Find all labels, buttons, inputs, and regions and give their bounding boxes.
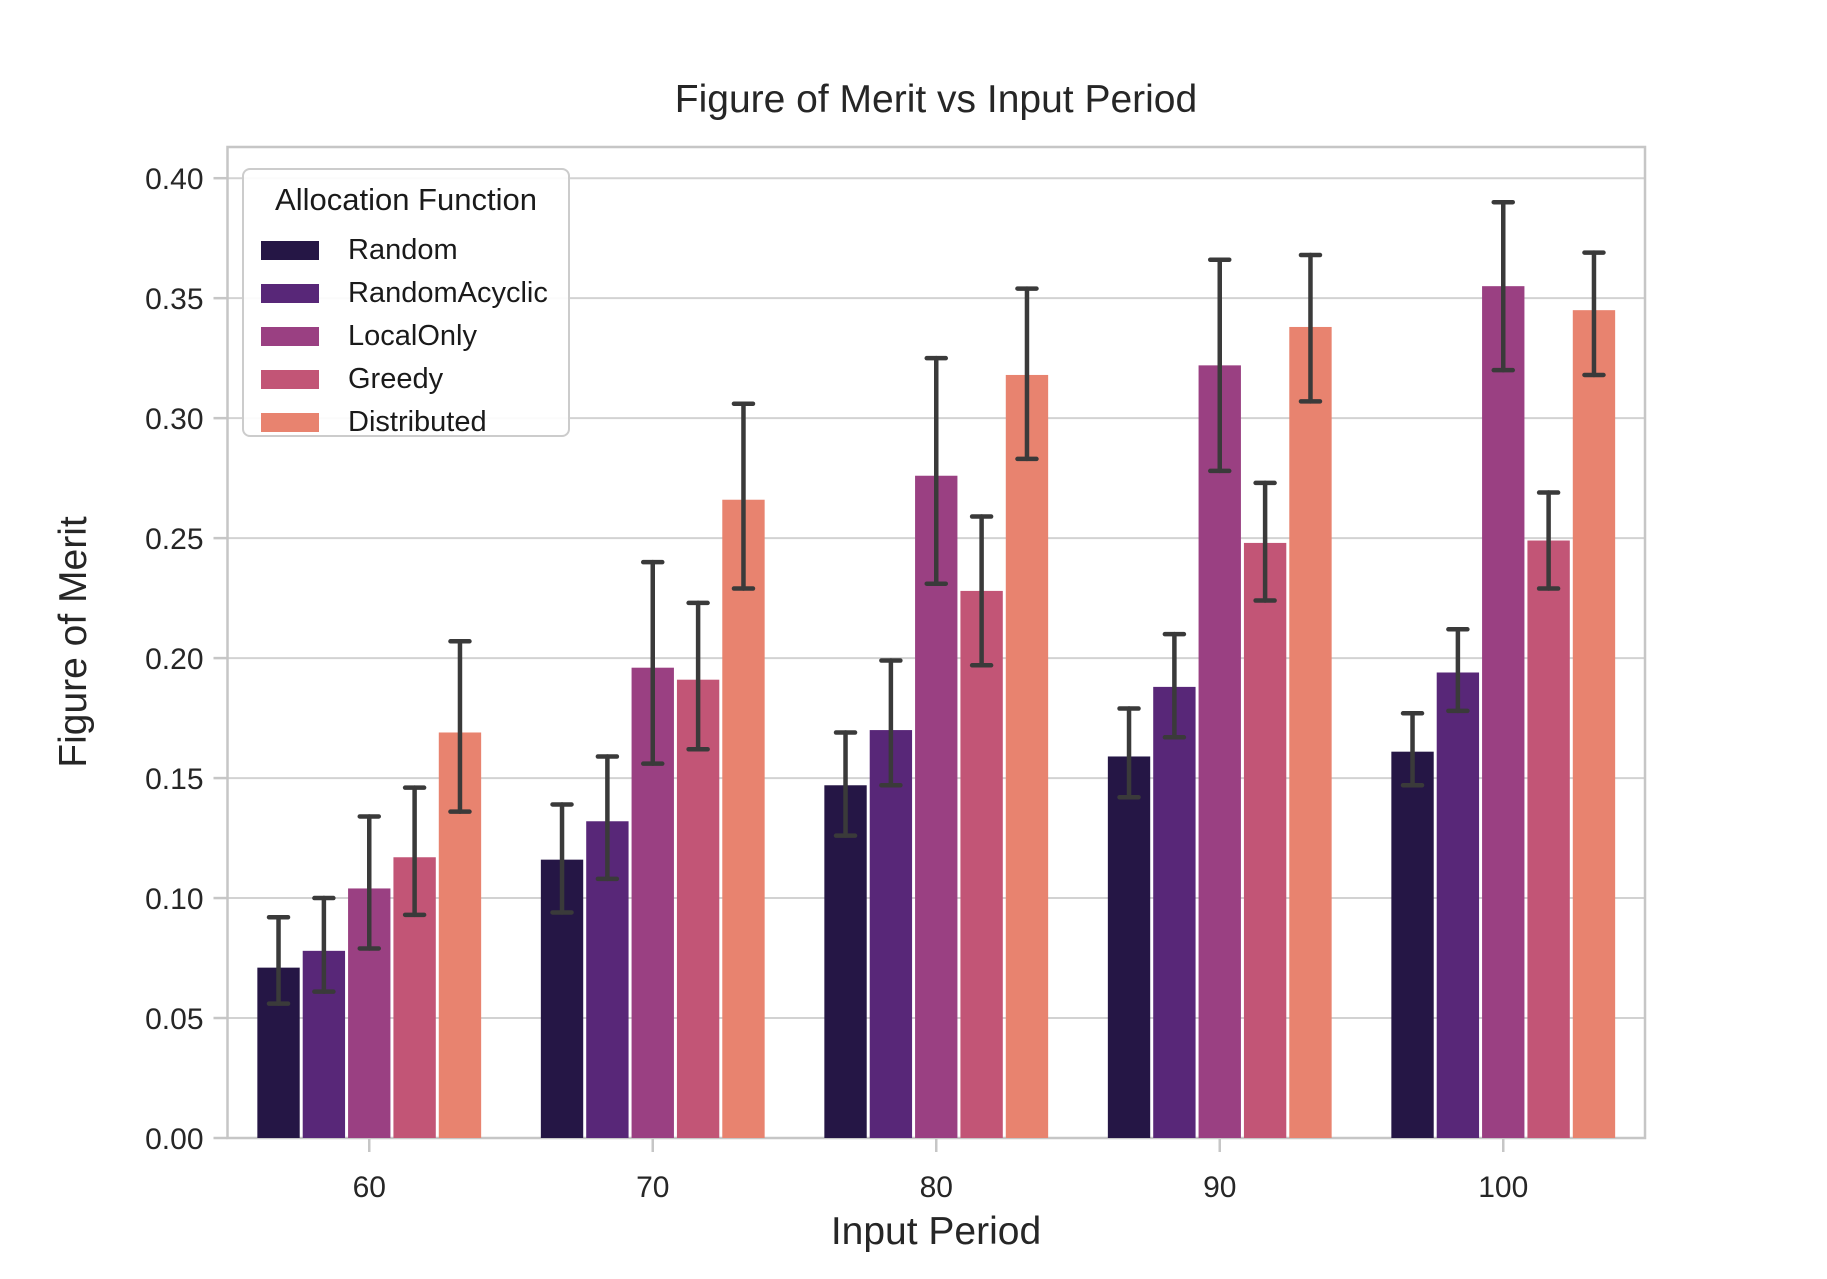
y-tick-label: 0.25: [145, 523, 203, 556]
bar-Random-80: [824, 785, 867, 1138]
bar-Greedy-70: [676, 679, 720, 1138]
legend-item-RandomAcyclic: RandomAcyclic: [244, 272, 568, 315]
legend-title: Allocation Function: [275, 182, 537, 217]
legend-swatch-Random: [261, 241, 319, 260]
bar-Greedy-100: [1527, 540, 1570, 1138]
bar-RandomAcyclic-100: [1436, 672, 1480, 1138]
bar-Distributed-70: [722, 499, 765, 1138]
legend-item-Distributed: Distributed: [244, 401, 568, 444]
bar-Distributed-90: [1289, 326, 1332, 1138]
bar-LocalOnly-100: [1482, 286, 1525, 1139]
x-tick-label: 60: [353, 1171, 386, 1204]
bar-RandomAcyclic-80: [869, 730, 913, 1138]
y-axis-label: Figure of Merit: [52, 516, 95, 768]
bar-Greedy-90: [1243, 542, 1287, 1138]
legend-swatch-RandomAcyclic: [261, 284, 319, 303]
legend-item-Greedy: Greedy: [244, 358, 568, 401]
x-tick-label: 70: [636, 1171, 669, 1204]
x-tick-label: 80: [920, 1171, 953, 1204]
bar-Random-90: [1107, 756, 1151, 1138]
legend-label: Greedy: [348, 363, 444, 395]
legend-label: Distributed: [348, 406, 487, 438]
y-tick-label: 0.20: [145, 643, 203, 676]
bar-Distributed-100: [1572, 310, 1616, 1138]
legend-swatch-LocalOnly: [261, 327, 319, 346]
x-tick-label: 90: [1203, 1171, 1236, 1204]
legend-label: RandomAcyclic: [348, 277, 548, 309]
y-tick-label: 0.15: [145, 763, 203, 796]
y-tick-label: 0.30: [145, 403, 203, 436]
x-axis-label: Input Period: [830, 1210, 1042, 1253]
legend: Allocation Function Random RandomAcyclic L…: [242, 168, 570, 438]
legend-swatch-Greedy: [261, 370, 319, 389]
y-tick-label: 0.10: [145, 883, 203, 916]
legend-items: Random RandomAcyclic LocalOnly Greedy Distri…: [244, 229, 568, 444]
bar-Random-100: [1391, 751, 1434, 1138]
legend-label: Random: [348, 234, 458, 266]
legend-label: LocalOnly: [348, 320, 477, 352]
chart-title: Figure of Merit vs Input Period: [674, 78, 1198, 121]
y-tick-label: 0.35: [145, 283, 203, 316]
bar-LocalOnly-90: [1198, 365, 1241, 1138]
legend-item-LocalOnly: LocalOnly: [244, 315, 568, 358]
legend-item-Random: Random: [244, 229, 568, 272]
bar-RandomAcyclic-90: [1153, 686, 1196, 1138]
bar-Greedy-80: [960, 590, 1003, 1138]
y-tick-label: 0.05: [145, 1003, 203, 1036]
y-tick-label: 0.00: [145, 1123, 203, 1156]
bar-LocalOnly-80: [915, 475, 958, 1138]
y-tick-label: 0.40: [145, 163, 203, 196]
legend-swatch-Distributed: [261, 413, 319, 432]
bar-Distributed-80: [1005, 374, 1049, 1139]
x-tick-label: 100: [1478, 1171, 1528, 1204]
